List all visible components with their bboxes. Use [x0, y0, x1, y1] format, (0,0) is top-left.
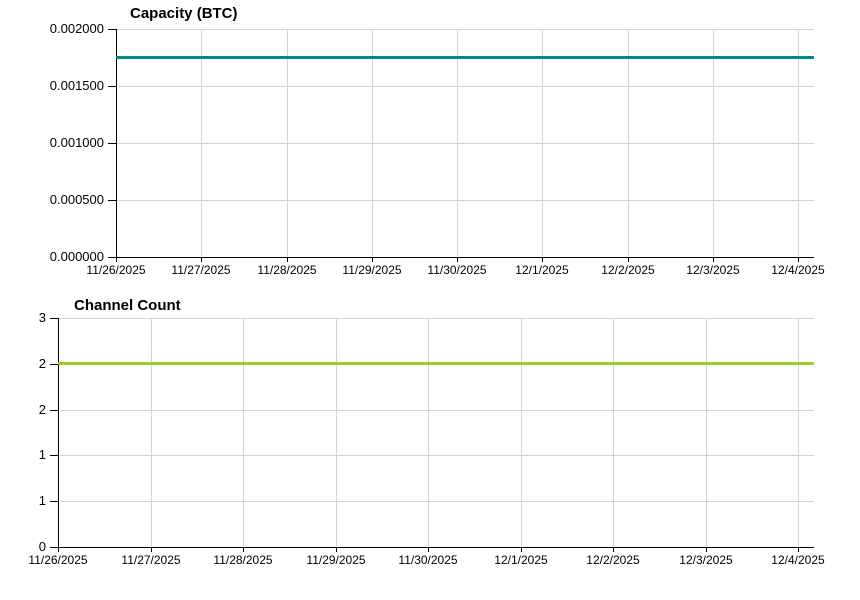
y-tick-mark	[50, 410, 58, 411]
x-tick-label: 12/3/2025	[686, 263, 740, 277]
v-gridline	[628, 29, 629, 257]
y-tick-mark	[108, 143, 116, 144]
series-line	[116, 56, 814, 59]
x-tick-label: 12/1/2025	[494, 553, 548, 567]
x-tick-label: 12/3/2025	[679, 553, 733, 567]
x-tick-label: 11/30/2025	[398, 553, 458, 567]
x-tick-mark	[287, 257, 288, 262]
x-tick-mark	[58, 547, 59, 552]
h-gridline	[58, 410, 814, 411]
v-gridline	[287, 29, 288, 257]
v-gridline	[613, 318, 614, 547]
y-axis	[58, 318, 59, 548]
x-tick-label: 12/2/2025	[586, 553, 640, 567]
v-gridline	[706, 318, 707, 547]
x-tick-label: 12/4/2025	[771, 263, 825, 277]
v-gridline	[372, 29, 373, 257]
x-tick-mark	[457, 257, 458, 262]
y-tick-label: 2	[38, 402, 46, 417]
h-gridline	[58, 501, 814, 502]
y-tick-mark	[50, 501, 58, 502]
y-tick-mark	[108, 86, 116, 87]
h-gridline	[116, 200, 814, 201]
y-tick-mark	[50, 455, 58, 456]
v-gridline	[713, 29, 714, 257]
v-gridline	[457, 29, 458, 257]
y-tick-mark	[108, 200, 116, 201]
x-tick-mark	[428, 547, 429, 552]
x-tick-label: 11/28/2025	[257, 263, 317, 277]
v-gridline	[151, 318, 152, 547]
y-tick-label: 3	[38, 310, 46, 325]
series-line	[58, 362, 814, 365]
h-gridline	[58, 318, 814, 319]
x-tick-mark	[372, 257, 373, 262]
y-axis	[116, 29, 117, 258]
x-tick-mark	[151, 547, 152, 552]
h-gridline	[58, 455, 814, 456]
x-tick-label: 11/27/2025	[121, 553, 181, 567]
h-gridline	[116, 143, 814, 144]
chart-title-channel-count: Channel Count	[74, 297, 181, 314]
h-gridline	[116, 86, 814, 87]
x-tick-mark	[798, 547, 799, 552]
x-tick-label: 11/29/2025	[306, 553, 366, 567]
y-tick-label: 1	[38, 447, 46, 462]
y-tick-label: 1	[38, 493, 46, 508]
y-tick-label: 0.000500	[49, 192, 104, 207]
y-tick-label: 0	[38, 539, 46, 554]
v-gridline	[521, 318, 522, 547]
x-tick-mark	[243, 547, 244, 552]
y-tick-label: 0.001000	[49, 135, 104, 150]
x-tick-mark	[706, 547, 707, 552]
v-gridline	[428, 318, 429, 547]
y-tick-label: 0.001500	[49, 78, 104, 93]
y-tick-mark	[108, 257, 116, 258]
x-tick-label: 12/1/2025	[515, 263, 569, 277]
chart-title-capacity: Capacity (BTC)	[130, 5, 238, 22]
v-gridline	[201, 29, 202, 257]
y-tick-label: 0.000000	[49, 249, 104, 264]
h-gridline	[116, 29, 814, 30]
v-gridline	[243, 318, 244, 547]
x-tick-label: 11/26/2025	[86, 263, 146, 277]
x-tick-mark	[542, 257, 543, 262]
x-tick-mark	[713, 257, 714, 262]
y-tick-label: 2	[38, 356, 46, 371]
y-tick-mark	[108, 29, 116, 30]
x-tick-mark	[628, 257, 629, 262]
x-tick-label: 11/27/2025	[171, 263, 231, 277]
x-axis	[58, 547, 814, 548]
x-axis	[116, 257, 814, 258]
x-tick-mark	[613, 547, 614, 552]
x-tick-label: 12/2/2025	[601, 263, 655, 277]
v-gridline	[542, 29, 543, 257]
y-tick-mark	[50, 364, 58, 365]
x-tick-label: 11/29/2025	[342, 263, 402, 277]
x-tick-mark	[201, 257, 202, 262]
y-tick-mark	[50, 318, 58, 319]
y-tick-mark	[50, 547, 58, 548]
x-tick-label: 12/4/2025	[771, 553, 825, 567]
x-tick-mark	[336, 547, 337, 552]
x-tick-label: 11/28/2025	[213, 553, 273, 567]
y-tick-label: 0.002000	[49, 21, 104, 36]
x-tick-label: 11/30/2025	[427, 263, 487, 277]
x-tick-label: 11/26/2025	[28, 553, 88, 567]
v-gridline	[336, 318, 337, 547]
x-tick-mark	[521, 547, 522, 552]
v-gridline	[798, 29, 799, 257]
x-tick-mark	[798, 257, 799, 262]
x-tick-mark	[116, 257, 117, 262]
v-gridline	[798, 318, 799, 547]
